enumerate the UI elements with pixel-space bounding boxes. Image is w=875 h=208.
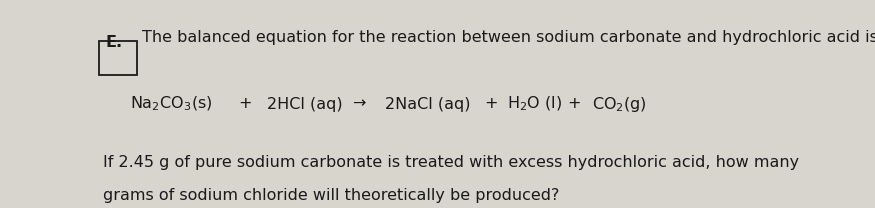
Text: →: → (352, 97, 365, 111)
Text: +: + (238, 97, 251, 111)
Text: H$_2$O (l): H$_2$O (l) (507, 95, 563, 113)
Text: 2NaCl (aq): 2NaCl (aq) (385, 97, 471, 111)
Text: CO$_2$(g): CO$_2$(g) (592, 94, 648, 114)
Text: grams of sodium chloride will theoretically be produced?: grams of sodium chloride will theoretica… (103, 188, 560, 203)
Text: +: + (484, 97, 497, 111)
Text: 2HCl (aq): 2HCl (aq) (267, 97, 342, 111)
Text: +: + (567, 97, 580, 111)
Text: The balanced equation for the reaction between sodium carbonate and hydrochloric: The balanced equation for the reaction b… (142, 30, 875, 45)
Text: If 2.45 g of pure sodium carbonate is treated with excess hydrochloric acid, how: If 2.45 g of pure sodium carbonate is tr… (103, 155, 800, 170)
Text: E.: E. (105, 35, 123, 50)
Text: Na$_2$CO$_3$(s): Na$_2$CO$_3$(s) (130, 95, 212, 113)
